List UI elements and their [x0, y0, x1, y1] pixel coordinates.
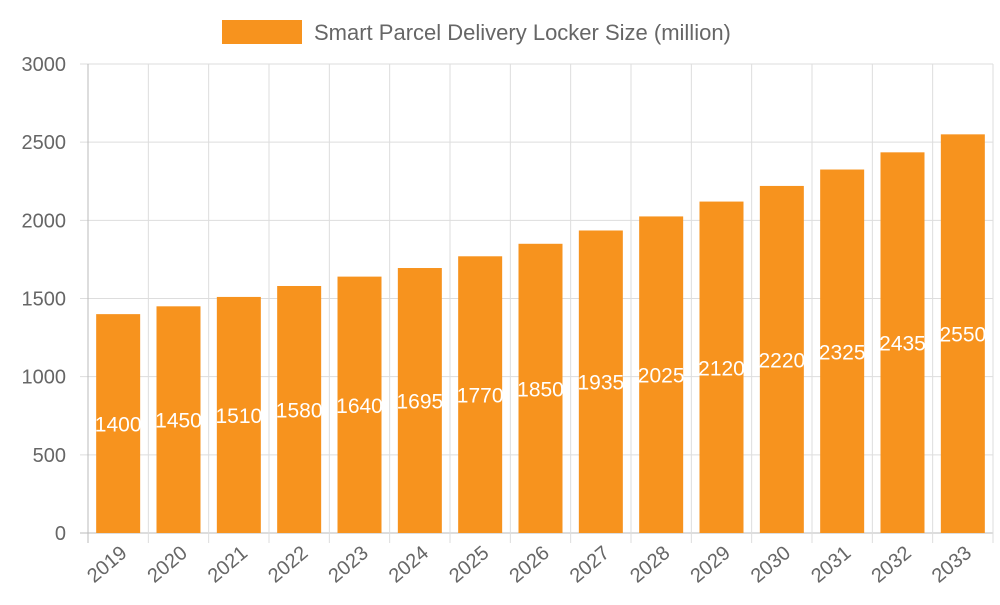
x-tick-label: 2031 [807, 542, 855, 587]
data-label: 1580 [276, 399, 323, 422]
data-label: 2120 [698, 357, 745, 380]
bar [699, 201, 744, 533]
y-tick-label: 1000 [22, 367, 67, 389]
y-tick-label: 2500 [22, 132, 67, 154]
bar [216, 296, 261, 533]
data-label: 2220 [758, 349, 805, 372]
data-label: 2435 [879, 333, 926, 356]
data-label: 1850 [517, 378, 564, 401]
x-tick-label: 2027 [566, 542, 614, 587]
x-tick-label: 2019 [83, 542, 131, 587]
y-tick-label: 3000 [22, 54, 67, 76]
grid [80, 63, 994, 543]
bar [820, 169, 865, 533]
bar [578, 230, 623, 533]
bar [458, 256, 503, 533]
bar [337, 276, 382, 533]
bar [518, 243, 563, 534]
bar [397, 268, 442, 533]
data-label: 1640 [336, 395, 383, 418]
x-tick-label: 2028 [626, 542, 674, 587]
bar [880, 152, 925, 533]
legend[interactable]: Smart Parcel Delivery Locker Size (milli… [222, 20, 731, 45]
bar [940, 134, 985, 533]
x-tick-label: 2025 [445, 542, 493, 587]
data-label: 1450 [155, 410, 202, 433]
bar [96, 314, 141, 533]
legend-swatch [222, 20, 302, 44]
data-label: 2325 [819, 341, 866, 364]
x-tick-label: 2024 [385, 542, 433, 587]
x-tick-label: 2020 [143, 542, 191, 587]
data-label: 2025 [638, 365, 685, 388]
x-tick-label: 2033 [928, 542, 976, 587]
bar [639, 216, 684, 534]
bar [156, 306, 201, 533]
y-tick-label: 0 [55, 523, 66, 545]
bar [277, 285, 322, 533]
data-label: 1770 [457, 385, 504, 408]
data-label: 1935 [577, 372, 624, 395]
x-tick-label: 2022 [264, 542, 312, 587]
y-tick-label: 2000 [22, 210, 67, 232]
x-tick-label: 2021 [204, 542, 252, 587]
y-tick-label: 1500 [22, 289, 67, 311]
data-label: 1695 [396, 391, 443, 414]
data-label: 1510 [215, 405, 262, 428]
legend-label: Smart Parcel Delivery Locker Size (milli… [314, 20, 731, 45]
data-label: 2550 [939, 324, 986, 347]
x-tick-label: 2030 [747, 542, 795, 587]
y-tick-label: 500 [33, 445, 66, 467]
bar [759, 185, 804, 533]
x-tick-label: 2026 [505, 542, 553, 587]
x-tick-label: 2032 [867, 542, 915, 587]
data-label: 1400 [95, 414, 142, 437]
x-tick-label: 2023 [324, 542, 372, 587]
bars: 1400 1450 1510 1580 1640 1695 1770 1850 1935 2025… [95, 134, 986, 534]
x-tick-label: 2029 [686, 542, 734, 587]
